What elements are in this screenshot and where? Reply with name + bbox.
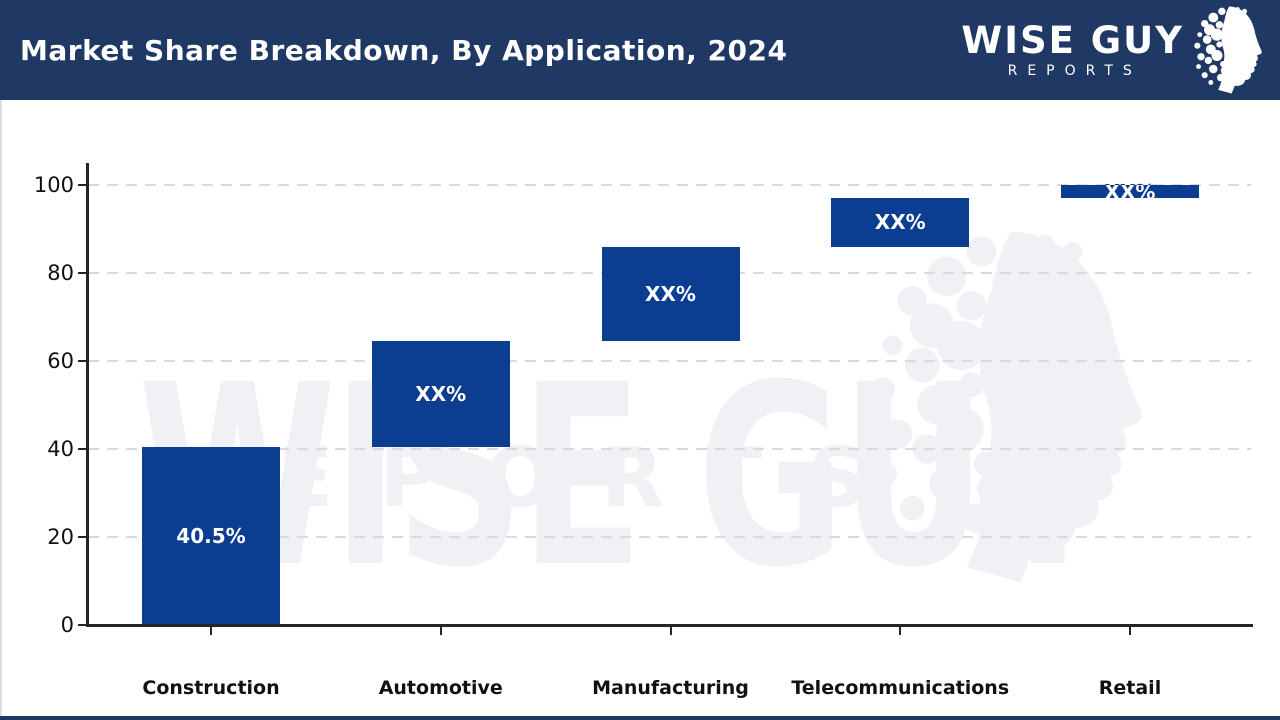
bar-segment [1061,185,1199,199]
x-tick-mark [899,627,902,635]
page-title: Market Share Breakdown, By Application, … [20,33,788,67]
y-tick-mark [78,272,86,274]
x-tick-label: Retail [1098,677,1162,699]
bar-label: XX% [1050,179,1210,185]
brand-logo-text: WISE GUY REPORTS [961,22,1184,79]
y-tick-mark [78,360,86,362]
bar-segment [601,246,740,342]
y-axis-line [86,163,89,627]
gridline [88,448,1251,450]
y-tick-label: 60 [47,349,74,373]
y-tick-mark [78,536,86,538]
bar-label: 40.5% [176,523,246,548]
left-edge-line [0,100,2,716]
brand-name: WISE GUY [961,18,1184,62]
y-tick-label: 100 [33,173,74,197]
bar-label: XX% [415,382,467,406]
brand-subname: REPORTS [1007,62,1142,79]
y-tick-label: 0 [60,613,74,637]
y-tick-mark [78,448,86,450]
bar-label: XX% [645,281,696,306]
gridline [88,536,1251,538]
wiseguy-face-icon [1194,6,1262,94]
x-tick-label: Telecommunications [791,677,1010,699]
x-tick-mark [439,627,442,635]
bar-label: XX% [1104,179,1156,204]
gridline [88,184,1251,186]
x-tick-label: Construction [142,677,280,699]
x-tick-mark [1129,627,1131,635]
bar-segment [831,198,970,247]
plot-area: 02040608010040.5%XX%XX%XX%XX%XX%Construc… [34,163,1253,699]
x-tick-label: Manufacturing [592,677,749,699]
watermark-subtext: REPORTS [168,431,914,526]
chart-area: WISE GUY REPORTS 0 20 40 60 80 100 40.5% XX% XX%… [0,100,1280,716]
y-tick-label: 80 [47,261,74,285]
x-tick-mark [669,627,672,635]
bar-segment [142,446,280,625]
bar-segment [371,341,510,447]
y-tick-label: 40 [47,437,74,461]
y-tick-label: 20 [47,525,74,549]
header-bar: Market Share Breakdown, By Application, … [0,0,1280,100]
x-tick-label: Automotive [378,677,503,699]
gridline [88,360,1251,362]
bottom-strip [0,716,1280,720]
y-tick-mark [78,624,86,626]
brand-logo: WISE GUY REPORTS [961,0,1266,100]
x-tick-mark [210,627,212,635]
x-axis-line [86,624,1253,627]
bar-label: XX% [874,210,926,235]
y-tick-mark [78,184,86,186]
